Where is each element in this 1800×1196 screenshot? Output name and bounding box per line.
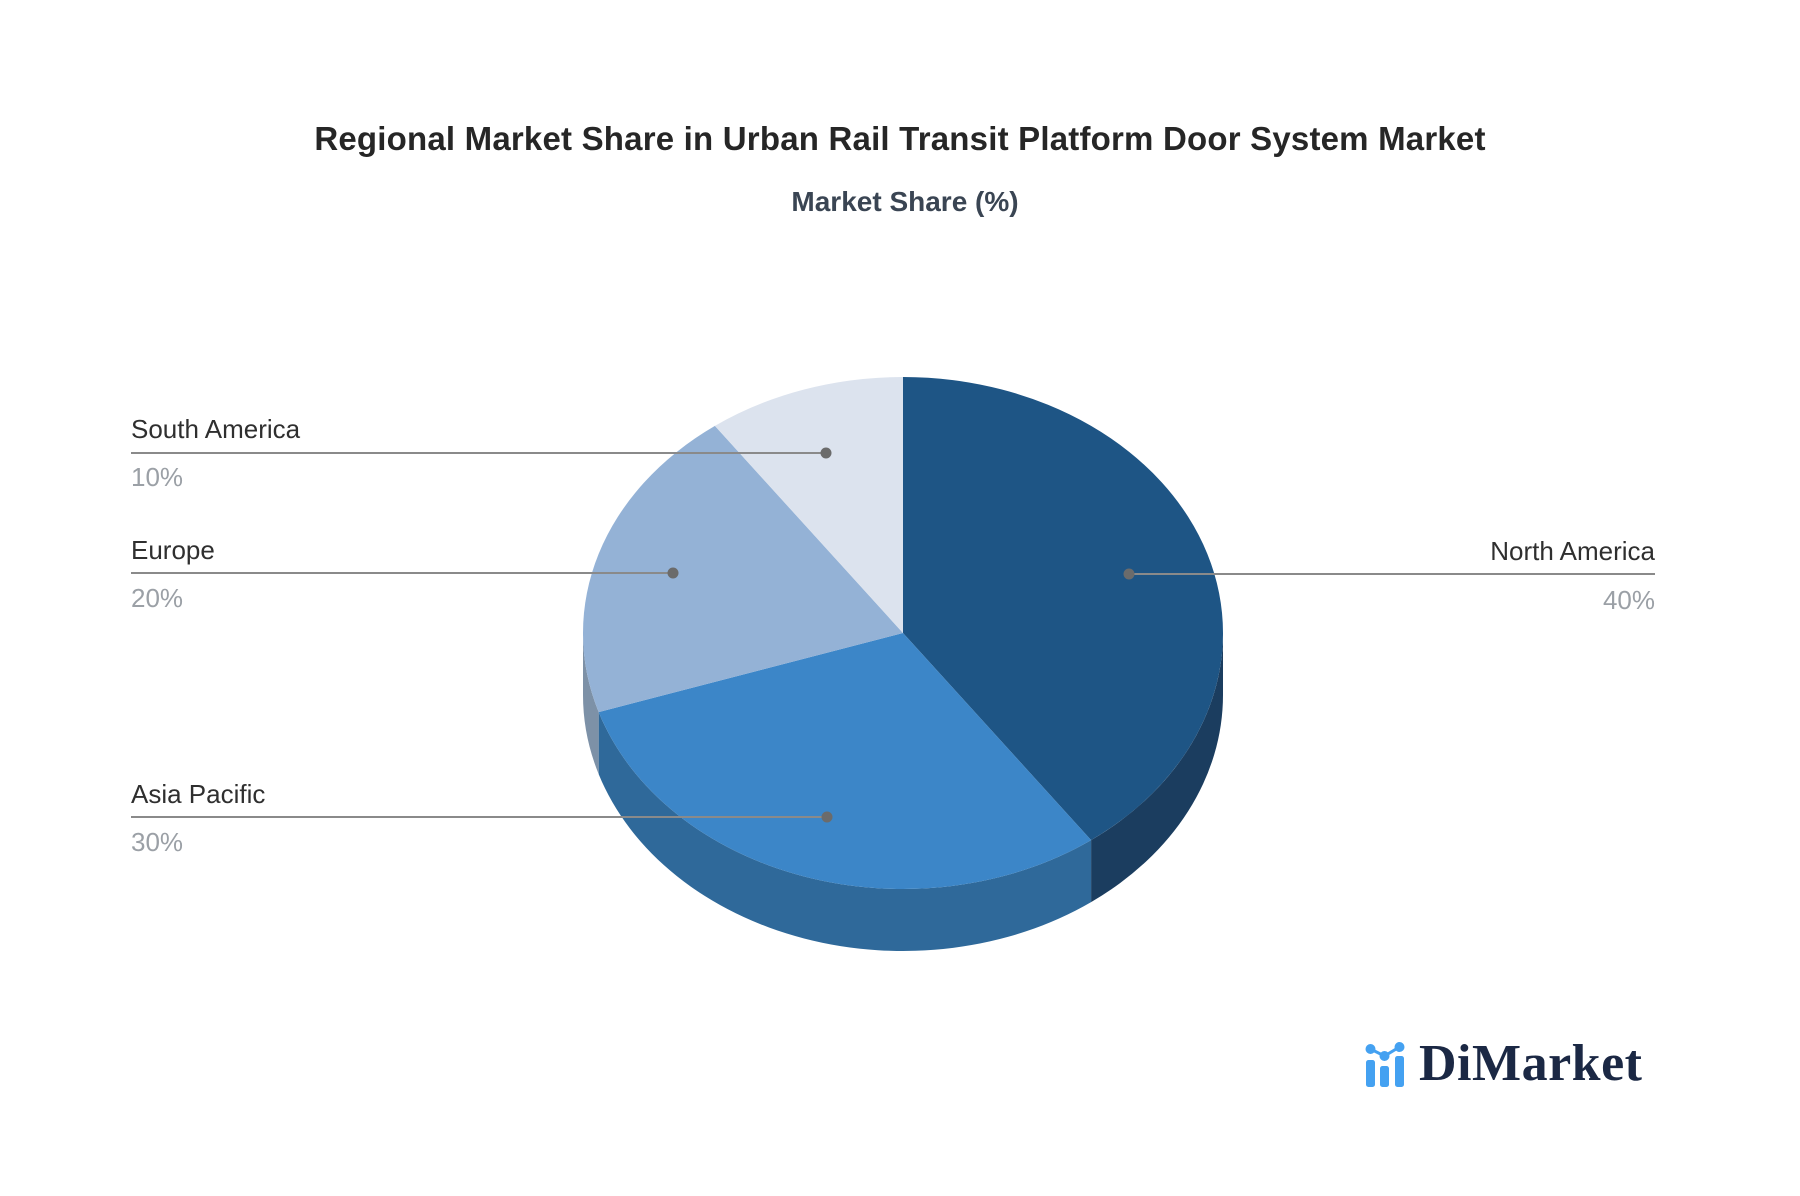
- pie-slice-wall-asia-pacific: [598, 712, 1092, 952]
- pie-slice-asia-pacific[interactable]: [598, 633, 1092, 890]
- leader-dot-europe: [667, 567, 679, 579]
- logo-text: DiMarket: [1419, 1035, 1643, 1092]
- slice-label: Europe: [131, 535, 215, 565]
- slice-percent: 30%: [131, 827, 184, 857]
- pie-slice-wall-europe: [583, 633, 599, 775]
- callout-label-europe: Europe 20%: [131, 535, 215, 613]
- callout-label-south-america: South America 10%: [131, 414, 300, 492]
- slice-label: South America: [131, 414, 301, 444]
- slice-label: Asia Pacific: [131, 779, 266, 809]
- leader-dot-north-america: [1123, 568, 1135, 580]
- leader-dot-south-america: [820, 447, 832, 459]
- slice-percent: 20%: [131, 583, 184, 613]
- slice-percent: 40%: [1602, 585, 1655, 615]
- callout-label-north-america: North America 40%: [1490, 536, 1655, 615]
- pie-slice-europe[interactable]: [582, 425, 903, 713]
- bar-line-chart-icon: [1365, 1042, 1405, 1087]
- logo: DiMarket: [1363, 1035, 1642, 1093]
- pie-slice-wall-north-america: [1091, 633, 1223, 903]
- slice-label: North America: [1490, 536, 1655, 566]
- leader-dot-asia-pacific: [821, 811, 833, 823]
- callout-label-asia-pacific: Asia Pacific 30%: [131, 779, 265, 857]
- chart-title: Regional Market Share in Urban Rail Tran…: [314, 120, 1486, 157]
- pie-slice-north-america[interactable]: [903, 377, 1224, 841]
- slice-percent: 10%: [131, 462, 184, 492]
- chart-subtitle: Market Share (%): [791, 186, 1019, 217]
- pie-slice-south-america[interactable]: [714, 377, 903, 633]
